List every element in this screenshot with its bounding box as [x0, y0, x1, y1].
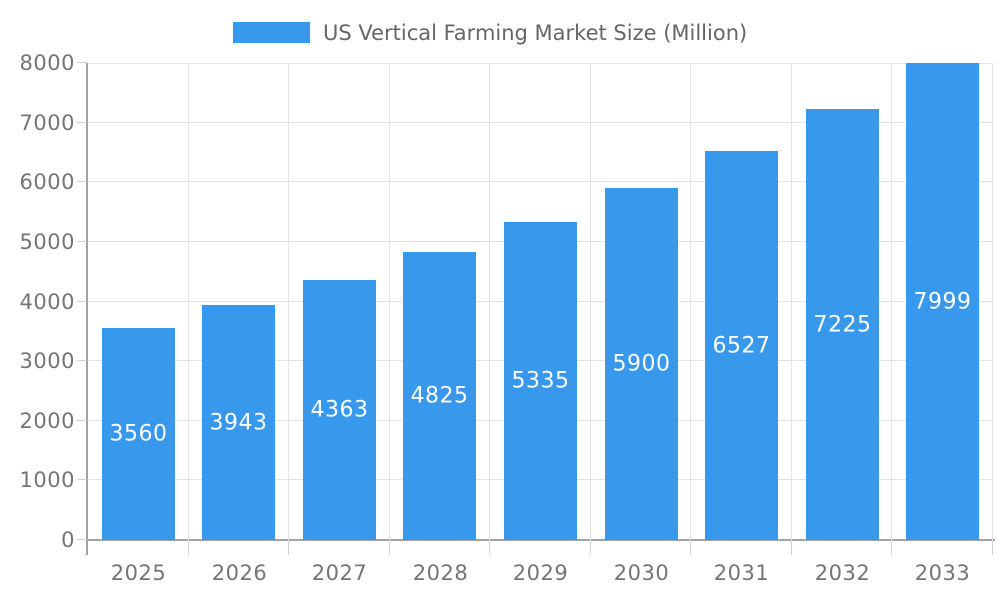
gridline-v — [489, 63, 490, 540]
x-tick-mark — [590, 540, 591, 555]
x-tick-label: 2028 — [412, 561, 469, 585]
y-tick-label: 4000 — [19, 290, 75, 314]
gridline-h — [88, 122, 993, 123]
gridline-h — [88, 63, 993, 64]
gridline-v — [690, 63, 691, 540]
bar-value-label: 4825 — [410, 383, 469, 409]
y-tick-mark — [77, 360, 87, 361]
bar-value-label: 7225 — [813, 312, 872, 337]
y-tick-label: 8000 — [19, 51, 75, 75]
legend-swatch — [233, 22, 310, 43]
gridline-v — [992, 63, 993, 540]
gridline-v — [891, 63, 892, 540]
x-tick-mark — [489, 540, 490, 555]
plot-area: 3560 3943 4363 4825 5335 5900 6527 7225 7999 — [88, 63, 993, 540]
bar-value-label: 5335 — [511, 368, 570, 394]
gridline-h — [88, 181, 993, 182]
y-tick-mark — [77, 301, 87, 302]
bar-value-label: 7999 — [913, 289, 972, 314]
x-tick-mark — [188, 540, 189, 555]
bar-value-label: 3943 — [209, 410, 268, 435]
bar-value-label: 5900 — [612, 351, 671, 377]
bar[interactable]: 4825 — [403, 252, 476, 540]
bar[interactable]: 6527 — [705, 151, 778, 540]
y-tick-mark — [77, 420, 87, 421]
x-tick-mark — [791, 540, 792, 555]
x-tick-label: 2031 — [713, 561, 770, 585]
gridline-v — [288, 63, 289, 540]
gridline-v — [791, 63, 792, 540]
x-tick-label: 2026 — [211, 561, 268, 585]
y-tick-mark — [77, 181, 87, 182]
bar-value-label: 4363 — [310, 397, 369, 423]
x-tick-label: 2033 — [914, 561, 971, 585]
x-tick-mark — [891, 540, 892, 555]
x-tick-label: 2032 — [814, 561, 871, 585]
legend-label: US Vertical Farming Market Size (Million… — [323, 20, 748, 45]
legend[interactable]: US Vertical Farming Market Size (Million… — [233, 20, 747, 45]
gridline-v — [590, 63, 591, 540]
bar[interactable]: 4363 — [303, 280, 376, 540]
y-tick-mark — [77, 62, 87, 63]
x-axis-line — [86, 539, 995, 541]
bar[interactable]: 5335 — [504, 222, 577, 540]
y-tick-label: 2000 — [19, 409, 75, 433]
y-tick-mark — [77, 539, 87, 540]
y-tick-label: 0 — [61, 528, 75, 552]
bar[interactable]: 5900 — [605, 188, 678, 540]
y-tick-label: 7000 — [19, 111, 75, 135]
bar-value-label: 6527 — [712, 333, 771, 358]
gridline-v — [389, 63, 390, 540]
y-axis-line — [86, 63, 88, 555]
y-tick-label: 5000 — [19, 230, 75, 254]
x-tick-mark — [389, 540, 390, 555]
bar-value-label: 3560 — [109, 421, 168, 447]
y-tick-label: 1000 — [19, 468, 75, 492]
y-tick-mark — [77, 479, 87, 480]
x-tick-label: 2029 — [512, 561, 569, 585]
x-tick-mark — [288, 540, 289, 555]
y-tick-label: 6000 — [19, 170, 75, 194]
y-tick-label: 3000 — [19, 349, 75, 373]
bar[interactable]: 3943 — [202, 305, 275, 540]
y-tick-mark — [77, 241, 87, 242]
x-tick-mark — [992, 540, 993, 555]
bar[interactable]: 3560 — [102, 328, 175, 540]
x-tick-label: 2027 — [311, 561, 368, 585]
y-tick-mark — [77, 122, 87, 123]
x-tick-label: 2030 — [613, 561, 670, 585]
x-tick-mark — [690, 540, 691, 555]
bar[interactable]: 7999 — [906, 63, 979, 540]
x-tick-label: 2025 — [110, 561, 167, 585]
bar[interactable]: 7225 — [806, 109, 879, 540]
gridline-v — [188, 63, 189, 540]
